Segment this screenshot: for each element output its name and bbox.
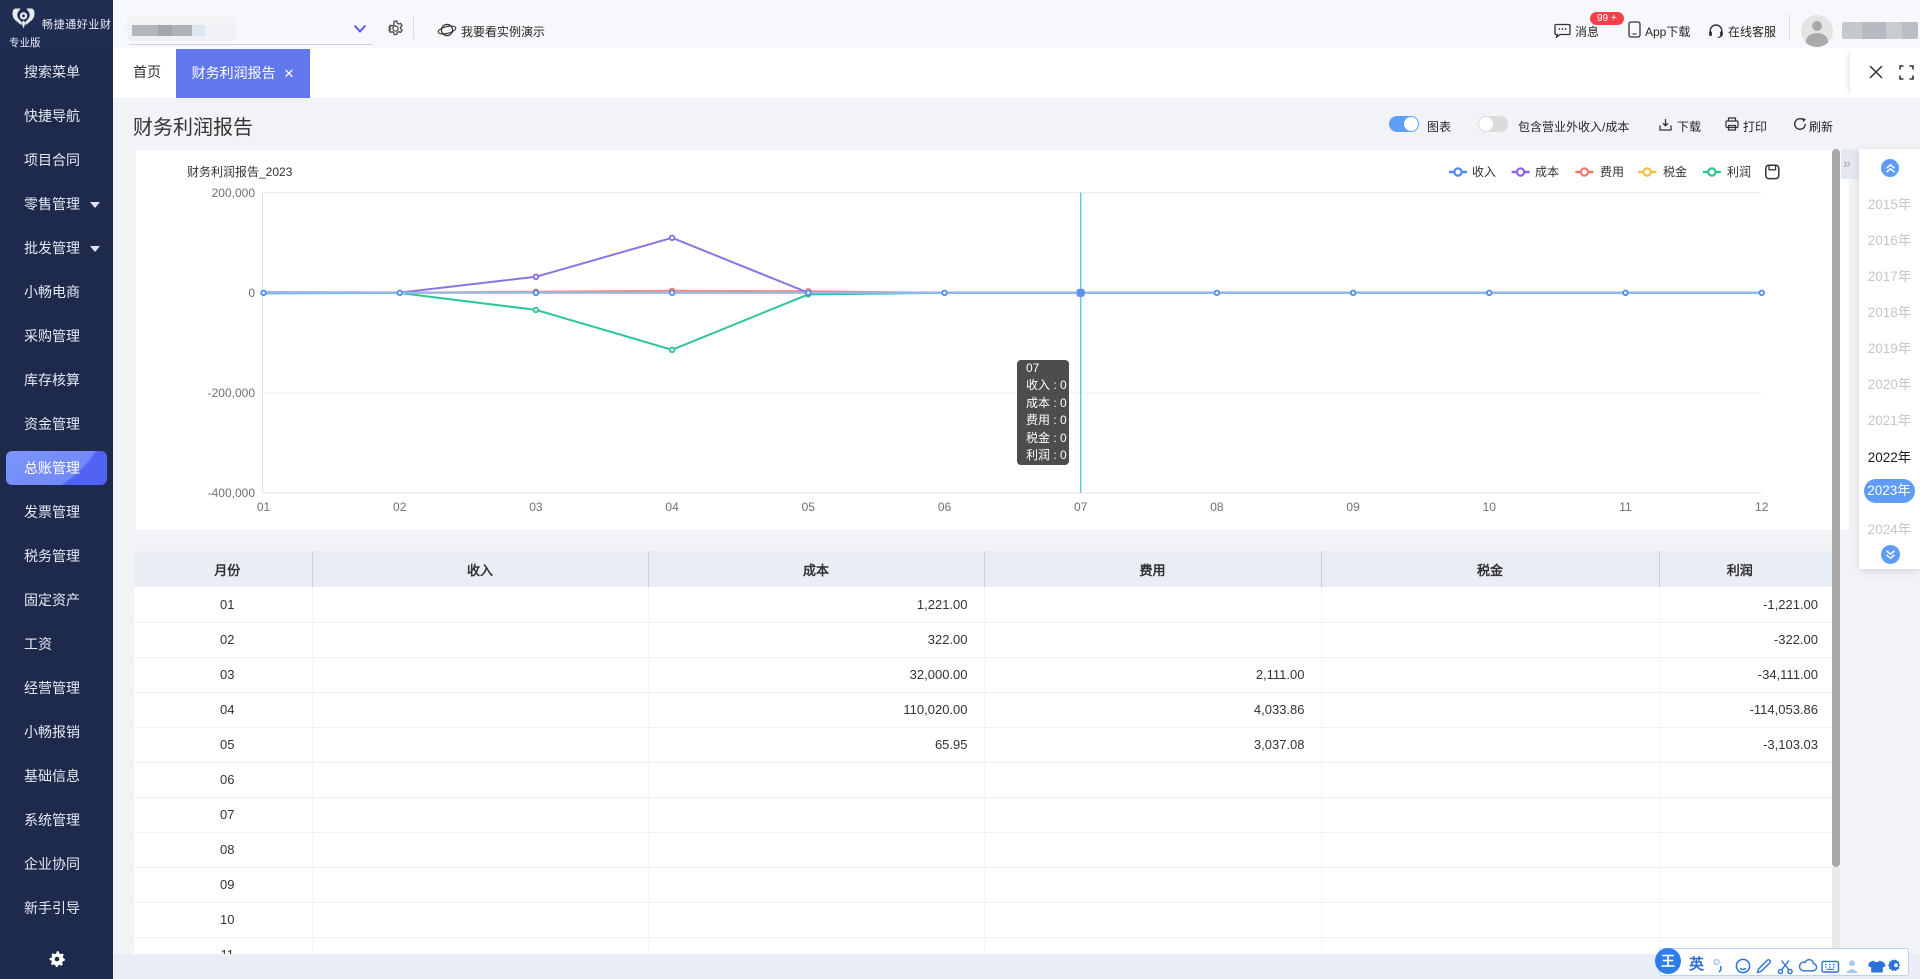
svg-text:10: 10 xyxy=(1483,500,1497,514)
svg-text:0: 0 xyxy=(248,286,255,300)
svg-text:08: 08 xyxy=(1210,500,1224,514)
svg-text:收入: 收入 xyxy=(1472,165,1496,179)
svg-text:06: 06 xyxy=(938,500,952,514)
svg-text:税金: 税金 xyxy=(1663,164,1687,179)
svg-text:11: 11 xyxy=(1619,500,1632,514)
svg-text:09: 09 xyxy=(1346,500,1360,514)
svg-text:-200,000: -200,000 xyxy=(208,386,256,400)
svg-text:02: 02 xyxy=(393,500,407,514)
svg-text:-400,000: -400,000 xyxy=(208,486,256,500)
svg-text:07: 07 xyxy=(1074,500,1088,514)
svg-text:费用: 费用 xyxy=(1600,165,1624,179)
svg-text:成本: 成本 xyxy=(1535,165,1559,179)
svg-text:利润: 利润 xyxy=(1727,165,1751,179)
svg-text:05: 05 xyxy=(802,500,816,514)
svg-text:01: 01 xyxy=(257,500,271,514)
svg-text:12: 12 xyxy=(1755,500,1769,514)
svg-text:03: 03 xyxy=(529,500,543,514)
svg-text:200,000: 200,000 xyxy=(212,186,256,200)
svg-text:04: 04 xyxy=(665,500,679,514)
